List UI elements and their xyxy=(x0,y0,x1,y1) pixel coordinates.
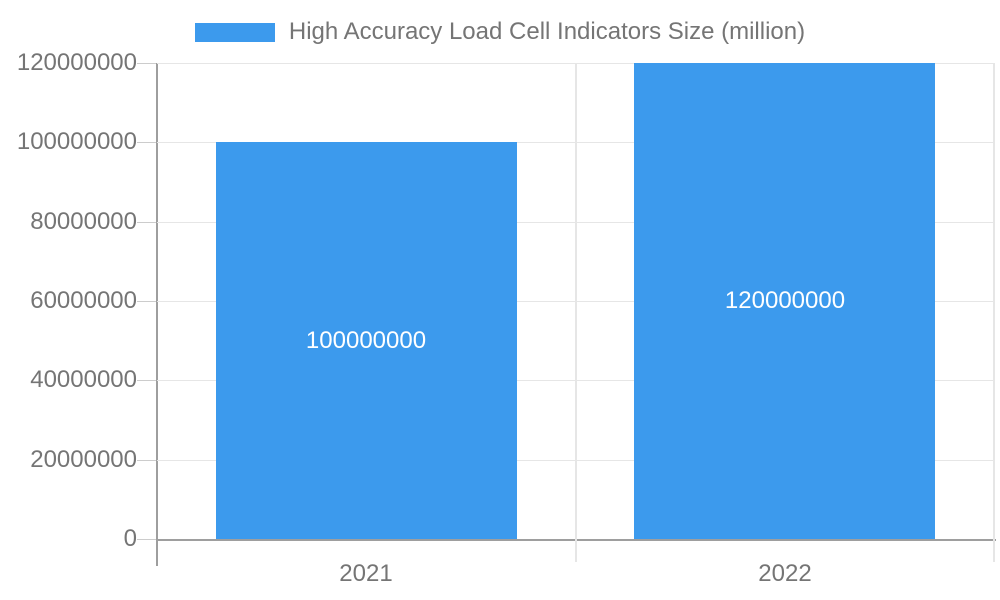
x-axis-label-2021: 2021 xyxy=(339,560,393,587)
y-axis-tick xyxy=(137,380,156,381)
legend-item[interactable]: High Accuracy Load Cell Indicators Size … xyxy=(194,18,806,46)
y-axis-tick xyxy=(137,142,156,143)
category-boundary-gridline xyxy=(575,63,577,562)
y-axis-tick xyxy=(137,301,156,302)
bar-2021 xyxy=(216,142,517,539)
y-axis-tick-label: 60000000 xyxy=(30,287,137,314)
y-axis-tick-label: 100000000 xyxy=(16,128,137,155)
bar-value-label-2021: 100000000 xyxy=(305,327,427,354)
y-axis-line xyxy=(156,63,158,566)
y-axis-tick xyxy=(137,460,156,461)
y-axis-tick-label: 20000000 xyxy=(30,446,137,473)
legend: High Accuracy Load Cell Indicators Size … xyxy=(0,18,1000,46)
y-axis-tick-label: 40000000 xyxy=(30,366,137,393)
y-axis-tick-label: 120000000 xyxy=(16,49,137,76)
category-boundary-gridline xyxy=(993,63,995,562)
legend-swatch-icon xyxy=(194,22,275,42)
chart-title: High Accuracy Load Cell Indicators Size … xyxy=(288,18,806,45)
y-axis-tick xyxy=(137,222,156,223)
x-axis-label-2022: 2022 xyxy=(758,560,812,587)
y-axis-tick-label: 0 xyxy=(123,525,137,552)
y-axis-tick xyxy=(137,539,156,540)
y-axis-tick xyxy=(137,63,156,64)
bar-value-label-2022: 120000000 xyxy=(724,287,846,314)
y-axis-tick-label: 80000000 xyxy=(30,208,137,235)
bar-2022 xyxy=(634,63,935,539)
